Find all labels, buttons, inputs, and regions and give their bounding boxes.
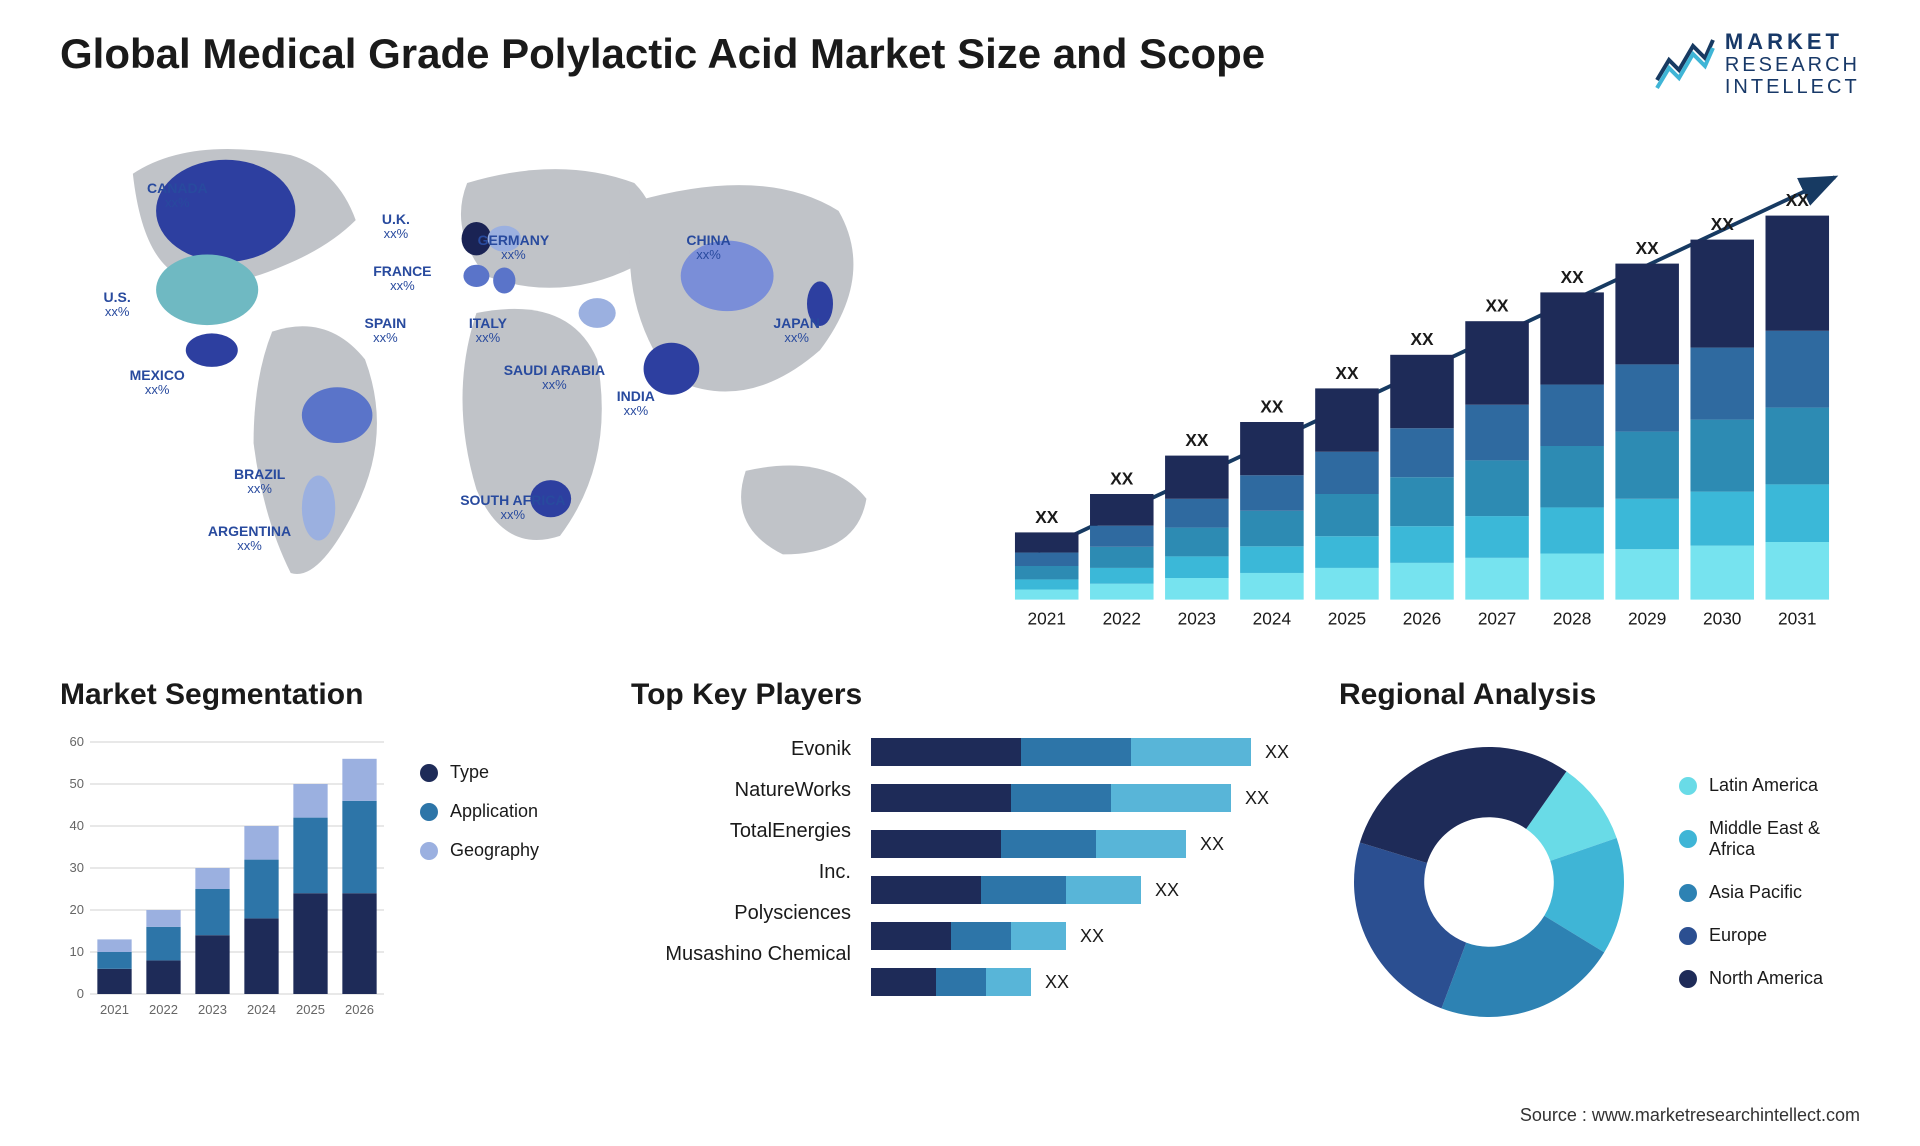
map-label: INDIAxx% <box>617 389 655 419</box>
segmentation-title: Market Segmentation <box>60 678 581 712</box>
player-bar-row: XX <box>871 738 1289 766</box>
svg-text:XX: XX <box>1786 190 1810 210</box>
map-label: ARGENTINAxx% <box>208 524 291 554</box>
svg-text:2022: 2022 <box>1103 609 1141 629</box>
regional-section: Regional Analysis Latin America Middle Ea… <box>1339 678 1860 1032</box>
svg-text:XX: XX <box>1185 430 1209 450</box>
player-bars: XX XX XX XX XX XX <box>871 732 1289 996</box>
svg-text:XX: XX <box>1035 507 1059 527</box>
svg-text:XX: XX <box>1561 267 1585 287</box>
svg-text:2021: 2021 <box>100 1002 129 1017</box>
map-label: FRANCExx% <box>373 264 431 294</box>
map-label: SPAINxx% <box>365 316 407 346</box>
map-label: GERMANYxx% <box>478 233 550 263</box>
players-section: Top Key Players Evonik NatureWorks TotalEn… <box>631 678 1289 1032</box>
player-bar-row: XX <box>871 922 1289 950</box>
svg-text:XX: XX <box>1711 214 1735 234</box>
svg-text:XX: XX <box>1110 469 1134 489</box>
logo-text-3: INTELLECT <box>1725 76 1860 98</box>
map-label: MEXICOxx% <box>130 368 185 398</box>
svg-text:2026: 2026 <box>345 1002 374 1017</box>
header: Global Medical Grade Polylactic Acid Mar… <box>60 30 1860 98</box>
legend-item: Type <box>420 762 539 783</box>
map-label: CANADAxx% <box>147 181 208 211</box>
player-name: Polysciences <box>631 902 851 925</box>
player-name: Inc. <box>631 861 851 884</box>
svg-text:2027: 2027 <box>1478 609 1516 629</box>
svg-text:30: 30 <box>70 860 84 875</box>
regional-donut <box>1339 732 1639 1032</box>
map-label: U.S.xx% <box>104 290 131 320</box>
legend-item: Europe <box>1679 925 1860 946</box>
svg-text:2023: 2023 <box>1178 609 1216 629</box>
forecast-chart: XX 2021 XX 2022 XX 2023 XX 2024 XX 2025 XX 2026 XX 20… <box>990 118 1860 638</box>
legend-item: Asia Pacific <box>1679 882 1860 903</box>
legend-item: North America <box>1679 968 1860 989</box>
top-row: CANADAxx% U.S.xx% MEXICOxx% BRAZILxx% ARGENT… <box>60 118 1860 638</box>
svg-text:2029: 2029 <box>1628 609 1666 629</box>
player-bar-row: XX <box>871 968 1289 996</box>
svg-text:XX: XX <box>1410 329 1434 349</box>
legend-item: Latin America <box>1679 775 1860 796</box>
svg-text:50: 50 <box>70 776 84 791</box>
svg-text:2028: 2028 <box>1553 609 1591 629</box>
svg-text:2026: 2026 <box>1403 609 1441 629</box>
brand-logo: MARKET RESEARCH INTELLECT <box>1655 30 1860 98</box>
logo-text-2: RESEARCH <box>1725 54 1860 76</box>
svg-text:2025: 2025 <box>296 1002 325 1017</box>
world-map: CANADAxx% U.S.xx% MEXICOxx% BRAZILxx% ARGENT… <box>60 118 930 638</box>
svg-text:60: 60 <box>70 734 84 749</box>
source-text: Source : www.marketresearchintellect.com <box>1520 1105 1860 1126</box>
bottom-row: Market Segmentation 0 10 20 30 40 50 60 2021 202… <box>60 678 1860 1032</box>
legend-item: Application <box>420 801 539 822</box>
svg-text:40: 40 <box>70 818 84 833</box>
svg-text:2022: 2022 <box>149 1002 178 1017</box>
map-label: JAPANxx% <box>773 316 819 346</box>
regional-title: Regional Analysis <box>1339 678 1860 712</box>
svg-text:2023: 2023 <box>198 1002 227 1017</box>
map-label: CHINAxx% <box>686 233 730 263</box>
svg-text:XX: XX <box>1486 296 1510 316</box>
legend-item: Geography <box>420 840 539 861</box>
regional-legend: Latin America Middle East & Africa Asia Pa… <box>1679 775 1860 989</box>
logo-text-1: MARKET <box>1725 30 1860 54</box>
player-bar-row: XX <box>871 876 1289 904</box>
player-name: TotalEnergies <box>631 820 851 843</box>
map-label: BRAZILxx% <box>234 467 285 497</box>
player-name: NatureWorks <box>631 779 851 802</box>
player-bar-row: XX <box>871 784 1289 812</box>
forecast-chart-svg: XX 2021 XX 2022 XX 2023 XX 2024 XX 2025 XX 2026 XX 20… <box>990 158 1854 638</box>
svg-text:XX: XX <box>1260 397 1284 417</box>
legend-item: Middle East & Africa <box>1679 818 1860 860</box>
player-names: Evonik NatureWorks TotalEnergies Inc. Polysc… <box>631 732 851 996</box>
svg-text:XX: XX <box>1335 363 1359 383</box>
map-label: U.K.xx% <box>382 212 410 242</box>
map-label: SOUTH AFRICAxx% <box>460 493 565 523</box>
player-bar-row: XX <box>871 830 1289 858</box>
map-label: SAUDI ARABIAxx% <box>504 363 605 393</box>
page-title: Global Medical Grade Polylactic Acid Mar… <box>60 30 1265 78</box>
player-name: Musashino Chemical <box>631 943 851 966</box>
svg-text:10: 10 <box>70 944 84 959</box>
svg-text:2021: 2021 <box>1028 609 1066 629</box>
player-name: Evonik <box>631 738 851 761</box>
segmentation-chart: 0 10 20 30 40 50 60 2021 2022 2023 2024 2025 2026 <box>60 732 390 1022</box>
svg-text:XX: XX <box>1636 238 1660 258</box>
segmentation-section: Market Segmentation 0 10 20 30 40 50 60 2021 202… <box>60 678 581 1032</box>
svg-text:0: 0 <box>77 986 84 1001</box>
svg-text:2025: 2025 <box>1328 609 1366 629</box>
svg-text:2024: 2024 <box>1253 609 1292 629</box>
segmentation-legend: Type Application Geography <box>420 732 539 1022</box>
svg-text:2030: 2030 <box>1703 609 1741 629</box>
svg-text:2031: 2031 <box>1778 609 1816 629</box>
svg-text:2024: 2024 <box>247 1002 276 1017</box>
svg-text:20: 20 <box>70 902 84 917</box>
players-title: Top Key Players <box>631 678 1289 712</box>
map-label: ITALYxx% <box>469 316 507 346</box>
logo-mark-icon <box>1655 36 1715 92</box>
